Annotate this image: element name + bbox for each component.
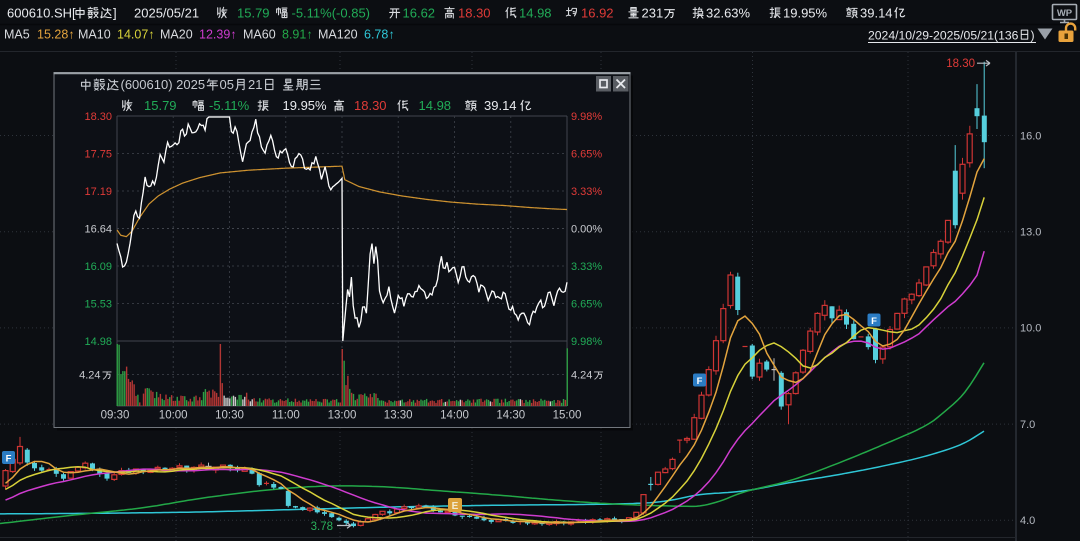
svg-text:600610.SH[: 600610.SH[	[7, 6, 76, 21]
svg-text:MA5: MA5	[4, 28, 30, 42]
svg-text:16.64: 16.64	[84, 223, 112, 235]
svg-text:MA20: MA20	[160, 28, 193, 42]
svg-text:10:00: 10:00	[159, 410, 188, 422]
svg-text:3.33%: 3.33%	[571, 186, 602, 198]
svg-text:15.79: 15.79	[144, 98, 177, 113]
svg-text:2024/10/29-2025/05/21(136: 2024/10/29-2025/05/21(136	[868, 28, 1019, 42]
svg-text:17.75: 17.75	[84, 148, 112, 160]
svg-text:18.30: 18.30	[458, 6, 491, 21]
svg-text:231: 231	[642, 6, 664, 21]
svg-text:9.98%: 9.98%	[571, 111, 602, 123]
svg-text:0.00%: 0.00%	[571, 223, 602, 235]
svg-text:16.92: 16.92	[581, 6, 614, 21]
svg-text:32.63%: 32.63%	[706, 6, 751, 21]
svg-text:-5.11%: -5.11%	[209, 98, 250, 113]
svg-text:39.14: 39.14	[860, 6, 893, 21]
svg-text:14.98: 14.98	[519, 6, 552, 21]
svg-text:09:30: 09:30	[101, 410, 130, 422]
svg-text:7.0: 7.0	[1020, 419, 1035, 431]
svg-text:12.39↑: 12.39↑	[199, 28, 237, 42]
svg-text:16.62: 16.62	[403, 6, 436, 21]
svg-text:10.0: 10.0	[1020, 323, 1041, 335]
svg-text:15.28↑: 15.28↑	[37, 28, 75, 42]
svg-text:6.65%: 6.65%	[571, 298, 602, 310]
svg-text:MA120: MA120	[318, 28, 358, 42]
svg-text:6.65%: 6.65%	[571, 148, 602, 160]
svg-text:MA60: MA60	[243, 28, 276, 42]
svg-text:13:30: 13:30	[384, 410, 413, 422]
svg-text:(600610) 2025: (600610) 2025	[121, 77, 206, 92]
svg-text:6.78↑: 6.78↑	[364, 28, 395, 42]
svg-text:15.53: 15.53	[84, 298, 112, 310]
svg-text:3.33%: 3.33%	[571, 261, 602, 273]
svg-text:MA10: MA10	[78, 28, 111, 42]
svg-text:WP: WP	[1057, 8, 1073, 19]
svg-text:05: 05	[220, 77, 234, 92]
svg-text:4.24: 4.24	[571, 369, 592, 381]
svg-text:14.07↑: 14.07↑	[117, 28, 155, 42]
svg-text:16.0: 16.0	[1020, 130, 1041, 142]
svg-text:2025/05/21: 2025/05/21	[134, 6, 199, 21]
svg-text:F: F	[871, 316, 877, 327]
svg-text:10:30: 10:30	[215, 410, 244, 422]
svg-text:15:00: 15:00	[553, 410, 582, 422]
svg-text:-5.11%(-0.85): -5.11%(-0.85)	[292, 6, 371, 21]
svg-text:8.91↑: 8.91↑	[282, 28, 313, 42]
svg-text:F: F	[697, 376, 703, 387]
svg-text:4.0: 4.0	[1020, 515, 1035, 527]
svg-text:14:30: 14:30	[496, 410, 525, 422]
svg-text:]: ]	[113, 6, 117, 21]
svg-text:E: E	[452, 501, 459, 512]
svg-text:21: 21	[248, 77, 262, 92]
svg-text:F: F	[6, 453, 12, 464]
svg-text:18.30: 18.30	[84, 111, 112, 123]
svg-text:): )	[1031, 28, 1035, 42]
svg-text:13:00: 13:00	[328, 410, 357, 422]
svg-text:4.24: 4.24	[79, 369, 100, 381]
svg-text:14.98: 14.98	[419, 98, 452, 113]
svg-text:9.98%: 9.98%	[571, 336, 602, 348]
svg-text:17.19: 17.19	[84, 186, 112, 198]
svg-text:39.14: 39.14	[484, 98, 517, 113]
svg-text:11:00: 11:00	[272, 410, 300, 422]
svg-text:14:00: 14:00	[440, 410, 469, 422]
svg-text:14.98: 14.98	[84, 336, 112, 348]
svg-text:18.30: 18.30	[354, 98, 387, 113]
svg-text:18.30: 18.30	[946, 58, 975, 70]
svg-text:16.09: 16.09	[84, 261, 112, 273]
svg-text:13.0: 13.0	[1020, 227, 1041, 239]
svg-text:19.95%: 19.95%	[783, 6, 828, 21]
svg-text:19.95%: 19.95%	[283, 98, 328, 113]
svg-text:15.79: 15.79	[237, 6, 270, 21]
svg-text:3.78: 3.78	[311, 521, 333, 533]
